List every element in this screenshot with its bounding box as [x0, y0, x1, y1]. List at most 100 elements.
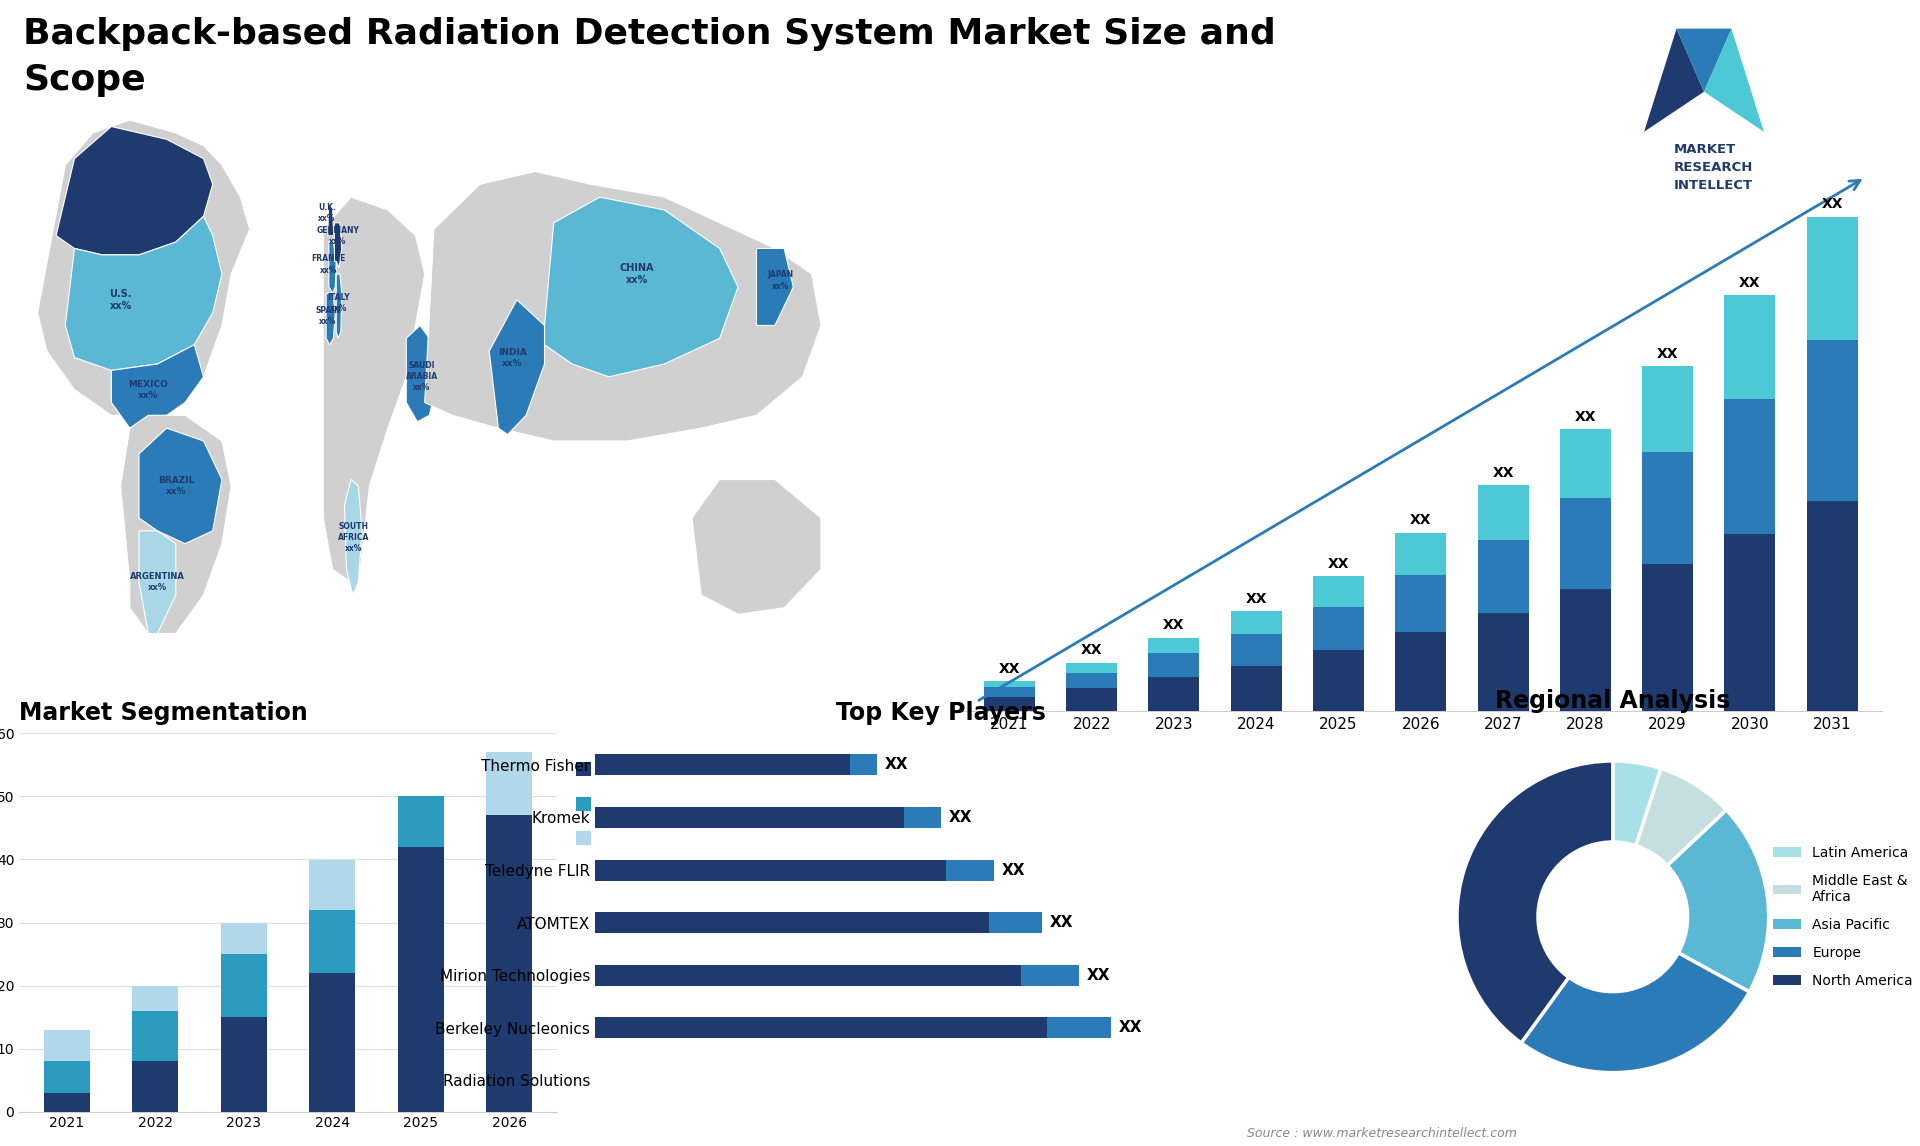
- Bar: [221, 1018, 267, 1112]
- Bar: [44, 1029, 90, 1061]
- Text: XX: XX: [1329, 557, 1350, 571]
- Polygon shape: [328, 242, 336, 293]
- Text: MARKET
RESEARCH
INTELLECT: MARKET RESEARCH INTELLECT: [1674, 143, 1753, 193]
- Bar: [595, 860, 947, 880]
- Text: XX: XX: [1081, 643, 1102, 658]
- Bar: [1559, 589, 1611, 711]
- Text: SAUDI
ARABIA
xx%: SAUDI ARABIA xx%: [405, 361, 438, 392]
- Text: Backpack-based Radiation Detection System Market Size and: Backpack-based Radiation Detection Syste…: [23, 17, 1275, 52]
- Text: XX: XX: [1119, 1020, 1142, 1035]
- Bar: [221, 923, 267, 953]
- Wedge shape: [1636, 769, 1726, 865]
- Text: U.S.
xx%: U.S. xx%: [109, 289, 132, 311]
- Bar: [44, 1061, 90, 1093]
- Polygon shape: [1676, 29, 1732, 92]
- Bar: [1148, 677, 1200, 711]
- Bar: [1396, 633, 1446, 711]
- Bar: [1807, 217, 1859, 340]
- Bar: [309, 860, 355, 910]
- Text: XX: XX: [1050, 915, 1073, 931]
- Bar: [486, 816, 532, 1112]
- Bar: [595, 807, 904, 827]
- Text: Source : www.marketresearchintellect.com: Source : www.marketresearchintellect.com: [1248, 1128, 1517, 1140]
- Legend: Latin America, Middle East &
Africa, Asia Pacific, Europe, North America: Latin America, Middle East & Africa, Asi…: [1768, 840, 1918, 994]
- Text: ITALY
xx%: ITALY xx%: [328, 293, 349, 313]
- Legend: Type, Application, Geography: Type, Application, Geography: [576, 761, 697, 848]
- Bar: [1642, 564, 1693, 711]
- Text: XX: XX: [998, 661, 1020, 675]
- Text: XX: XX: [1409, 513, 1432, 527]
- Text: SPAIN
xx%: SPAIN xx%: [315, 306, 340, 325]
- Bar: [983, 681, 1035, 686]
- Polygon shape: [545, 197, 737, 377]
- Polygon shape: [328, 204, 334, 236]
- Bar: [1807, 340, 1859, 501]
- Bar: [1066, 664, 1117, 673]
- Bar: [1231, 634, 1283, 666]
- Text: CHINA
xx%: CHINA xx%: [620, 262, 655, 285]
- Bar: [983, 686, 1035, 697]
- Bar: [1478, 613, 1528, 711]
- Text: INDIA
xx%: INDIA xx%: [497, 347, 526, 368]
- Text: XX: XX: [1164, 618, 1185, 633]
- Polygon shape: [691, 479, 822, 614]
- Text: XX: XX: [1087, 967, 1110, 982]
- Bar: [947, 860, 995, 880]
- Bar: [1046, 1018, 1112, 1038]
- Polygon shape: [756, 249, 793, 325]
- Text: XX: XX: [1574, 410, 1596, 424]
- Wedge shape: [1457, 761, 1613, 1043]
- Bar: [983, 697, 1035, 711]
- Bar: [904, 807, 941, 827]
- Bar: [1559, 499, 1611, 589]
- Bar: [1559, 430, 1611, 499]
- Bar: [397, 796, 444, 847]
- Bar: [1313, 576, 1363, 607]
- Text: XX: XX: [885, 758, 908, 772]
- Polygon shape: [121, 415, 230, 634]
- Wedge shape: [1667, 810, 1768, 992]
- Bar: [1396, 575, 1446, 633]
- Bar: [1807, 501, 1859, 711]
- Polygon shape: [111, 345, 204, 429]
- Polygon shape: [344, 479, 363, 595]
- Bar: [132, 986, 179, 1011]
- Bar: [989, 912, 1043, 933]
- Polygon shape: [56, 126, 213, 254]
- Bar: [1313, 651, 1363, 711]
- Bar: [1724, 399, 1776, 534]
- Text: U.K.
xx%: U.K. xx%: [319, 203, 336, 223]
- Bar: [397, 847, 444, 1112]
- Text: XX: XX: [1246, 591, 1267, 605]
- Bar: [309, 973, 355, 1112]
- Bar: [1396, 533, 1446, 575]
- Polygon shape: [334, 222, 342, 268]
- Text: XX: XX: [1740, 275, 1761, 290]
- Text: FRANCE
xx%: FRANCE xx%: [311, 254, 346, 275]
- Polygon shape: [323, 197, 424, 582]
- Bar: [1642, 367, 1693, 452]
- Bar: [1021, 965, 1079, 986]
- Wedge shape: [1521, 952, 1749, 1073]
- Text: XX: XX: [1492, 465, 1513, 480]
- Polygon shape: [407, 325, 436, 422]
- Polygon shape: [65, 217, 223, 370]
- Bar: [132, 1061, 179, 1112]
- Text: Market Segmentation: Market Segmentation: [19, 700, 307, 724]
- Bar: [1478, 486, 1528, 540]
- Polygon shape: [38, 120, 250, 415]
- Polygon shape: [138, 531, 177, 634]
- Title: Top Key Players: Top Key Players: [835, 700, 1046, 724]
- Bar: [595, 754, 851, 776]
- Bar: [851, 754, 877, 776]
- Bar: [1478, 540, 1528, 613]
- Polygon shape: [138, 429, 223, 543]
- Text: BRAZIL
xx%: BRAZIL xx%: [157, 476, 194, 496]
- Title: Regional Analysis: Regional Analysis: [1496, 689, 1730, 713]
- Polygon shape: [1705, 29, 1764, 132]
- Bar: [1642, 452, 1693, 564]
- Bar: [44, 1093, 90, 1112]
- Polygon shape: [336, 274, 342, 338]
- Text: SOUTH
AFRICA
xx%: SOUTH AFRICA xx%: [338, 521, 369, 552]
- Wedge shape: [1613, 761, 1661, 846]
